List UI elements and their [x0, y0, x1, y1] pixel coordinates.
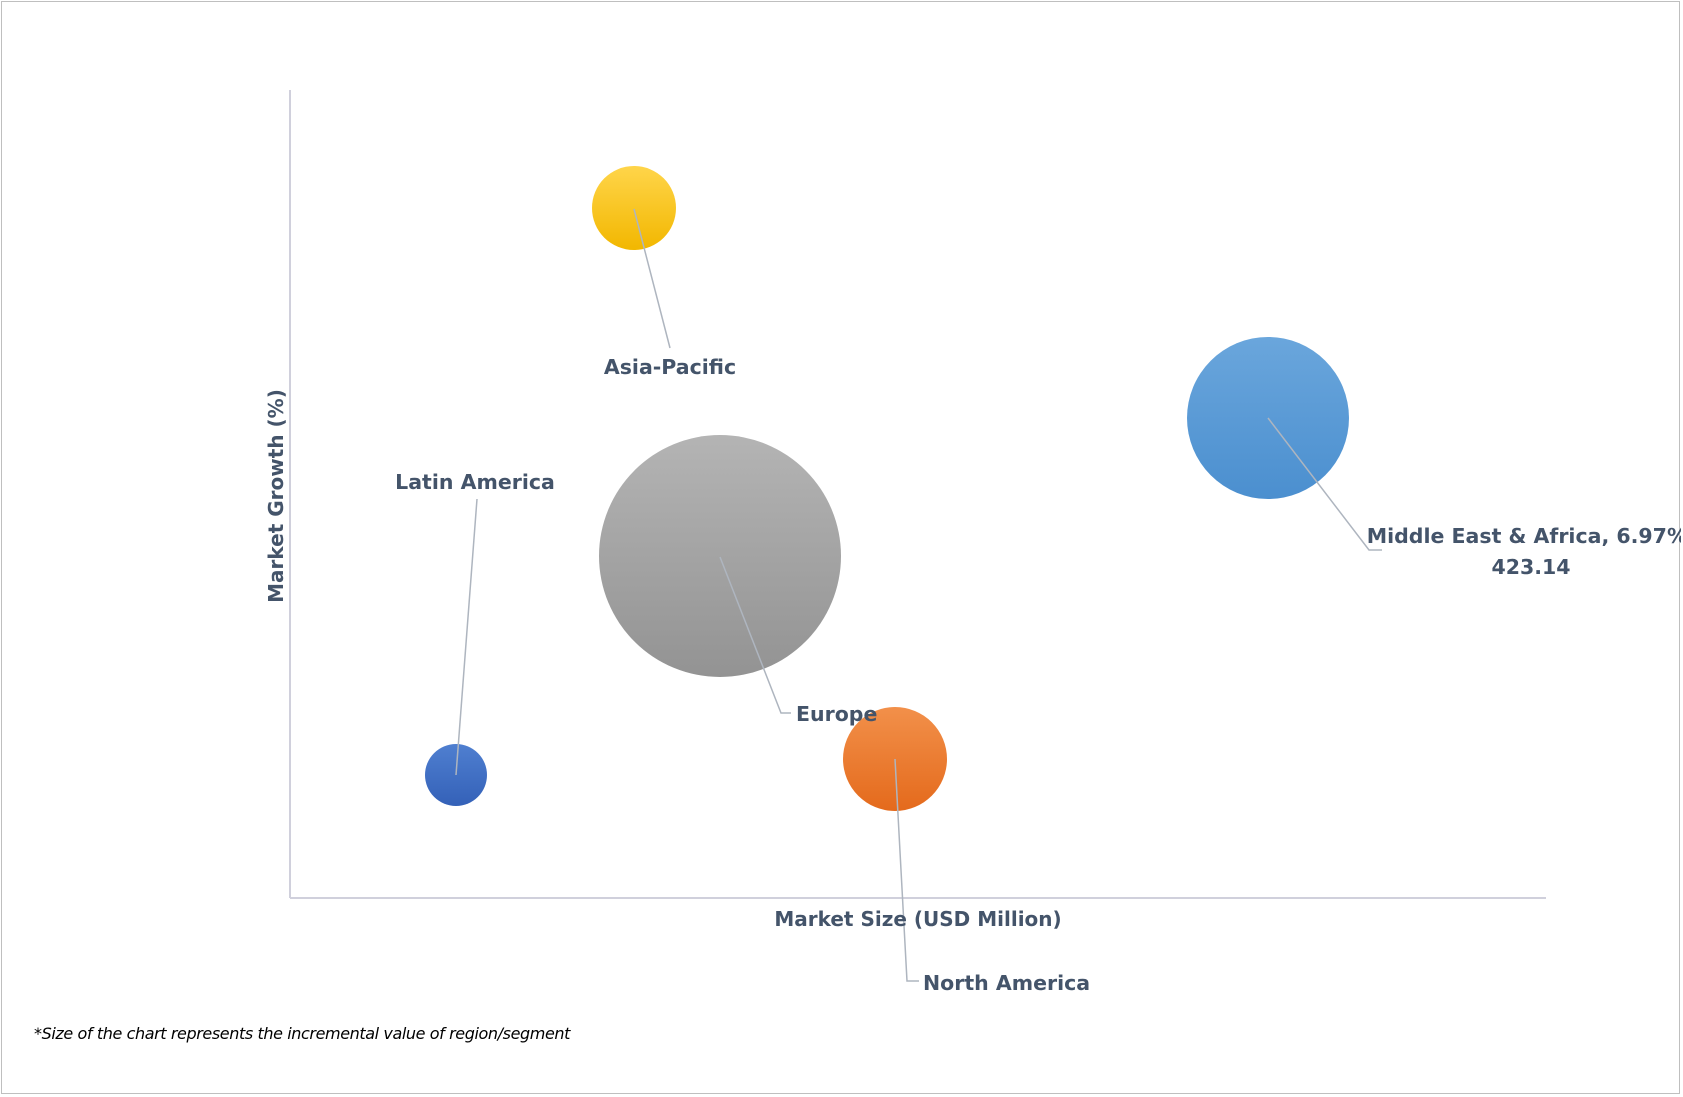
leader-line-middle-east-africa [1267, 417, 1382, 551]
leader-line-asia-pacific [633, 208, 671, 349]
chart-footnote: *Size of the chart represents the increm… [34, 1024, 571, 1043]
x-axis-title: Market Size (USD Million) [774, 907, 1061, 931]
leader-line-europe [719, 556, 791, 714]
bubble-europe [599, 435, 841, 677]
data-label-north-america: North America [923, 971, 1090, 995]
leader-line-latin-america [455, 498, 478, 776]
leader-line-north-america [894, 758, 919, 982]
y-axis-title: Market Growth (%) [264, 389, 288, 603]
bubble-asia-pacific [592, 166, 676, 250]
data-label-middle-east-africa-value: 423.14 [1491, 555, 1570, 579]
data-label-asia-pacific: Asia-Pacific [604, 355, 736, 379]
data-label-middle-east-africa: Middle East & Africa, 6.97%, [1367, 524, 1681, 548]
data-label-europe: Europe [796, 702, 877, 726]
data-label-latin-america: Latin America [395, 470, 555, 494]
